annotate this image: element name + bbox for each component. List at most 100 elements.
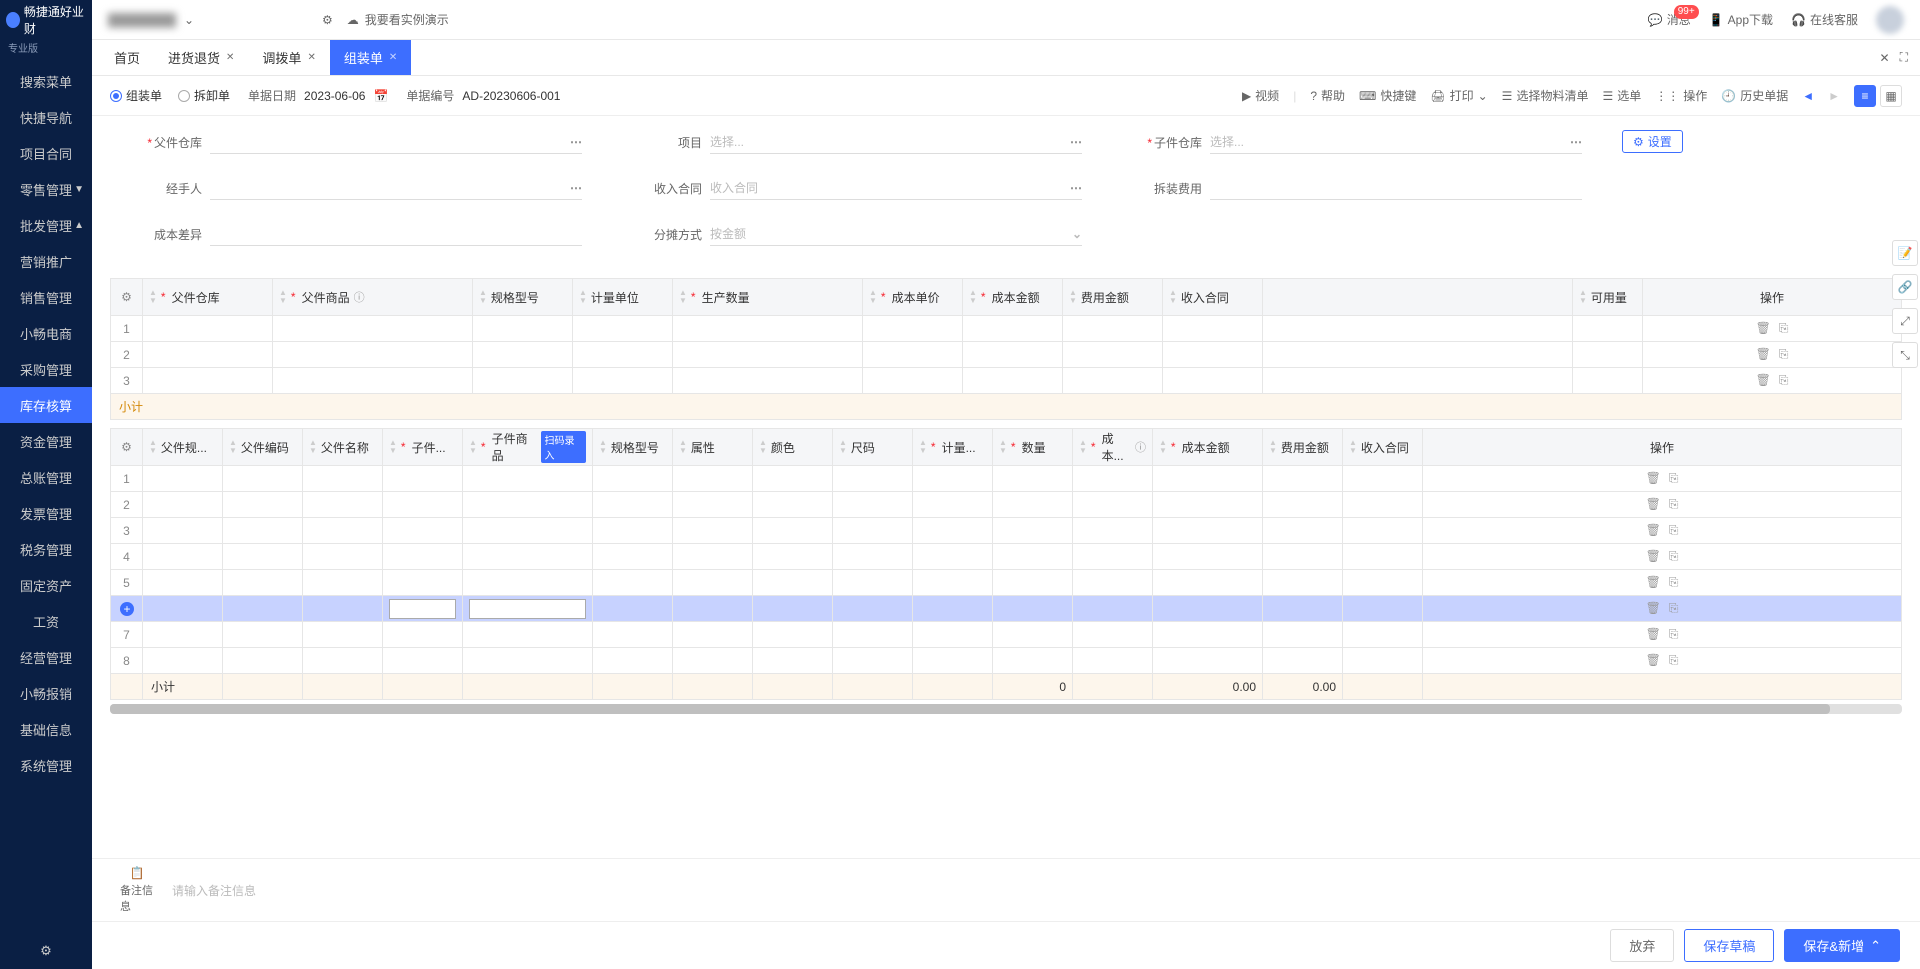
t2-col-10[interactable]: ▲▼*数量 xyxy=(993,429,1073,465)
t1-col-8[interactable]: ▲▼收入合同 xyxy=(1163,279,1263,315)
sidebar-item-quicknav[interactable]: 快捷导航 xyxy=(0,99,92,135)
t2-col-6[interactable]: ▲▼属性 xyxy=(673,429,753,465)
parent-wh-input[interactable]: ⋯ xyxy=(210,130,582,154)
t2-col-11[interactable]: ▲▼*成本...ⓘ xyxy=(1073,429,1153,465)
sidebar-item-salary[interactable]: 工资 xyxy=(0,603,92,639)
delete-icon[interactable]: 🗑 xyxy=(1646,471,1661,486)
t1-col-6[interactable]: ▲▼*成本金额 xyxy=(963,279,1063,315)
child-wh-input[interactable]: 选择...⋯ xyxy=(1210,130,1582,154)
print-link[interactable]: 🖨 打印 ⌄ xyxy=(1430,87,1487,104)
tab-close-icon[interactable]: ✕ xyxy=(389,52,397,63)
tab-调拨单[interactable]: 调拨单✕ xyxy=(248,40,329,75)
sidebar-item-gl[interactable]: 总账管理 xyxy=(0,459,92,495)
bom-link[interactable]: ☰ 选择物料清单 xyxy=(1502,87,1589,104)
rail-shrink-icon[interactable]: ⤡ xyxy=(1892,342,1918,368)
t1-col-5[interactable]: ▲▼*成本单价 xyxy=(863,279,963,315)
sidebar-item-operation[interactable]: 经营管理 xyxy=(0,639,92,675)
gear-icon[interactable]: ⚙ xyxy=(322,13,333,27)
t2-col-5[interactable]: ▲▼规格型号 xyxy=(593,429,673,465)
radio-disassemble[interactable]: 拆卸单 xyxy=(178,87,230,104)
delete-icon[interactable]: 🗑 xyxy=(1646,627,1661,642)
t1-col-0[interactable]: ▲▼*父件仓库 xyxy=(143,279,273,315)
prev-icon[interactable]: ◄ xyxy=(1802,89,1814,103)
rail-note-icon[interactable]: 📝 xyxy=(1892,240,1918,266)
copy-icon[interactable]: ⎘ xyxy=(1779,347,1789,362)
view-card[interactable]: ▦ xyxy=(1880,85,1902,107)
sidebar-item-contract[interactable]: 项目合同 xyxy=(0,135,92,171)
t2-col-7[interactable]: ▲▼颜色 xyxy=(753,429,833,465)
messages-button[interactable]: 💬 消息 99+ xyxy=(1648,11,1691,28)
sidebar-item-wholesale[interactable]: 批发管理▲ xyxy=(0,207,92,243)
sidebar-item-marketing[interactable]: 营销推广 xyxy=(0,243,92,279)
help-link[interactable]: ? 帮助 xyxy=(1310,87,1345,104)
next-icon[interactable]: ► xyxy=(1828,89,1840,103)
calendar-icon[interactable]: 📅 xyxy=(373,89,388,103)
setting-button[interactable]: ⚙ 设置 xyxy=(1622,130,1683,153)
discard-button[interactable]: 放弃 xyxy=(1610,929,1674,962)
t2-col-15[interactable]: 操作 xyxy=(1423,429,1901,465)
operate-link[interactable]: ⋮⋮ 操作 xyxy=(1655,87,1707,104)
tab-组装单[interactable]: 组装单✕ xyxy=(330,40,411,75)
disassemble-fee-input[interactable] xyxy=(1210,176,1582,200)
horizontal-scrollbar[interactable] xyxy=(110,704,1902,714)
delete-icon[interactable]: 🗑 xyxy=(1646,653,1661,668)
t1-col-1[interactable]: ▲▼*父件商品ⓘ xyxy=(273,279,473,315)
t1-col-3[interactable]: ▲▼计量单位 xyxy=(573,279,673,315)
copy-icon[interactable]: ⎘ xyxy=(1669,653,1679,668)
copy-icon[interactable]: ⎘ xyxy=(1669,523,1679,538)
cost-variance-input[interactable] xyxy=(210,222,582,246)
t1-col-11[interactable]: 操作 xyxy=(1643,279,1901,315)
org-selector[interactable]: ████████ ⌄ xyxy=(108,13,308,27)
tab-close-icon[interactable]: ✕ xyxy=(226,52,234,63)
tab-首页[interactable]: 首页 xyxy=(100,40,154,75)
copy-icon[interactable]: ⎘ xyxy=(1669,471,1679,486)
t2-col-9[interactable]: ▲▼*计量... xyxy=(913,429,993,465)
delete-icon[interactable]: 🗑 xyxy=(1646,497,1661,512)
sidebar-item-ecomm[interactable]: 小畅电商 xyxy=(0,315,92,351)
rail-expand-icon[interactable]: ⤢ xyxy=(1892,308,1918,334)
t2-col-13[interactable]: ▲▼费用金额 xyxy=(1263,429,1343,465)
sidebar-item-funds[interactable]: 资金管理 xyxy=(0,423,92,459)
t2-col-14[interactable]: ▲▼收入合同 xyxy=(1343,429,1423,465)
income-contract-input[interactable]: 收入合同⋯ xyxy=(710,176,1082,200)
delete-icon[interactable]: 🗑 xyxy=(1756,347,1771,362)
demo-link[interactable]: ☁ 我要看实例演示 xyxy=(347,11,449,28)
video-link[interactable]: ▶ 视频 xyxy=(1242,87,1279,104)
save-new-button[interactable]: 保存&新增⌃ xyxy=(1784,929,1900,962)
project-input[interactable]: 选择...⋯ xyxy=(710,130,1082,154)
fullscreen-icon[interactable]: ⛶ xyxy=(1900,50,1908,65)
t2-col-2[interactable]: ▲▼父件名称 xyxy=(303,429,383,465)
delete-icon[interactable]: 🗑 xyxy=(1756,373,1771,388)
copy-icon[interactable]: ⎘ xyxy=(1669,575,1679,590)
t1-col-2[interactable]: ▲▼规格型号 xyxy=(473,279,573,315)
sidebar-item-asset[interactable]: 固定资产 xyxy=(0,567,92,603)
history-link[interactable]: 🕘 历史单据 xyxy=(1721,87,1788,104)
delete-icon[interactable]: 🗑 xyxy=(1646,601,1661,616)
copy-icon[interactable]: ⎘ xyxy=(1669,497,1679,512)
shortcut-link[interactable]: ⌨ 快捷键 xyxy=(1359,87,1416,104)
sidebar-item-basic[interactable]: 基础信息 xyxy=(0,711,92,747)
tab-进货退货[interactable]: 进货退货✕ xyxy=(154,40,248,75)
copy-icon[interactable]: ⎘ xyxy=(1669,627,1679,642)
t2-col-0[interactable]: ▲▼父件规... xyxy=(143,429,223,465)
sidebar-item-sales[interactable]: 销售管理 xyxy=(0,279,92,315)
copy-icon[interactable]: ⎘ xyxy=(1779,321,1789,336)
t1-col-10[interactable]: ▲▼可用量 xyxy=(1573,279,1643,315)
sidebar-item-tax[interactable]: 税务管理 xyxy=(0,531,92,567)
makeorder-link[interactable]: ☰ 选单 xyxy=(1602,87,1641,104)
sidebar-item-invoice[interactable]: 发票管理 xyxy=(0,495,92,531)
t1-col-9[interactable] xyxy=(1263,279,1573,315)
t1-col-4[interactable]: ▲▼*生产数量 xyxy=(673,279,863,315)
sidebar-item-expense[interactable]: 小畅报销 xyxy=(0,675,92,711)
draft-button[interactable]: 保存草稿 xyxy=(1684,929,1774,962)
app-download[interactable]: 📱 App下载 xyxy=(1709,11,1773,28)
close-all-icon[interactable]: ✕ xyxy=(1880,51,1890,65)
t1-col-7[interactable]: ▲▼费用金额 xyxy=(1063,279,1163,315)
avatar[interactable] xyxy=(1876,6,1904,34)
copy-icon[interactable]: ⎘ xyxy=(1669,601,1679,616)
t2-col-4[interactable]: ▲▼*子件商品扫码录入 xyxy=(463,429,593,465)
delete-icon[interactable]: 🗑 xyxy=(1756,321,1771,336)
t2-col-12[interactable]: ▲▼*成本金额 xyxy=(1153,429,1263,465)
sidebar-item-search[interactable]: 搜索菜单 xyxy=(0,63,92,99)
copy-icon[interactable]: ⎘ xyxy=(1779,373,1789,388)
